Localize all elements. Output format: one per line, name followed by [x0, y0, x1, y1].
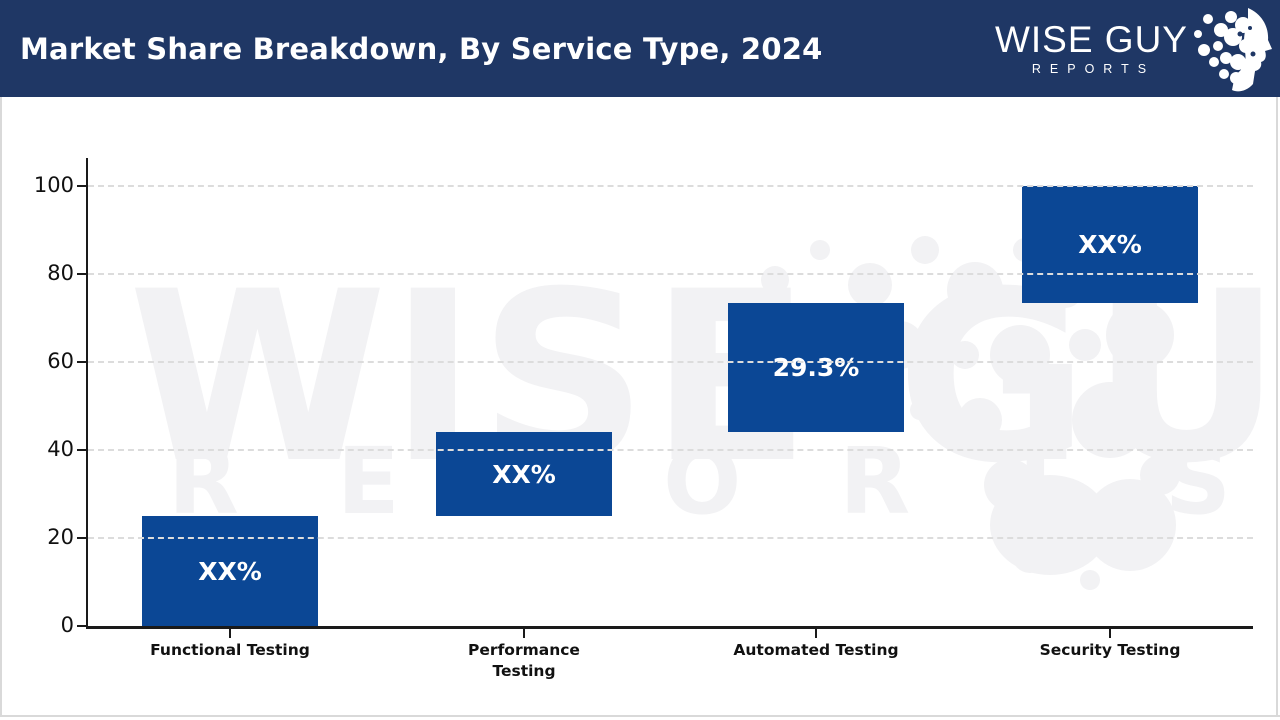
x-axis-label: Automated Testing — [733, 641, 899, 659]
x-axis-line — [86, 626, 1253, 629]
y-tick-mark — [77, 537, 86, 539]
frame-border-right — [1276, 97, 1278, 717]
bar-value-label: 29.3% — [772, 353, 860, 383]
x-tick-mark — [815, 629, 817, 638]
x-axis-label: Security Testing — [1039, 641, 1181, 659]
bar-value-label: XX% — [1078, 230, 1142, 260]
y-tick-mark — [77, 185, 86, 187]
frame-border-left — [0, 97, 2, 717]
y-tick-label: 60 — [47, 349, 74, 373]
x-axis-label: Performance Testing — [468, 641, 580, 680]
logo-brand-text: WISE GUY — [994, 19, 1188, 60]
x-axis-label: Functional Testing — [150, 641, 310, 659]
bar-value-label: XX% — [198, 556, 262, 586]
y-tick-label: 40 — [47, 437, 74, 461]
y-tick-label: 0 — [60, 613, 74, 637]
x-tick-mark — [523, 629, 525, 638]
y-tick-mark — [77, 361, 86, 363]
bar-performance-testing: XX% — [436, 432, 612, 516]
logo-sub-text: REPORTS — [1031, 62, 1156, 76]
logo-text: WISE GUY REPORTS — [994, 19, 1188, 77]
bar-functional-testing: XX% — [142, 516, 318, 626]
page-title: Market Share Breakdown, By Service Type,… — [20, 31, 823, 66]
y-tick-mark — [77, 449, 86, 451]
header-bar: Market Share Breakdown, By Service Type,… — [0, 0, 1280, 97]
y-tick-mark — [77, 625, 86, 627]
gridline-40 — [88, 449, 1253, 451]
y-tick-label: 20 — [47, 525, 74, 549]
gridline-60 — [88, 361, 1253, 363]
x-tick-mark — [1109, 629, 1111, 638]
gridline-80 — [88, 273, 1253, 275]
y-tick-label: 80 — [47, 261, 74, 285]
logo-head-icon — [1194, 7, 1272, 91]
gridline-100 — [88, 185, 1253, 187]
bar-automated-testing: 29.3% — [728, 303, 904, 433]
y-tick-mark — [77, 273, 86, 275]
brand-logo: WISE GUY REPORTS — [995, 0, 1272, 97]
y-tick-label: 100 — [33, 173, 74, 197]
x-tick-mark — [229, 629, 231, 638]
frame-border-bottom — [0, 715, 1280, 717]
bar-value-label: XX% — [492, 459, 556, 489]
gridline-20 — [88, 537, 1253, 539]
y-axis-line — [86, 158, 88, 629]
bar-security-testing: XX% — [1022, 186, 1198, 304]
